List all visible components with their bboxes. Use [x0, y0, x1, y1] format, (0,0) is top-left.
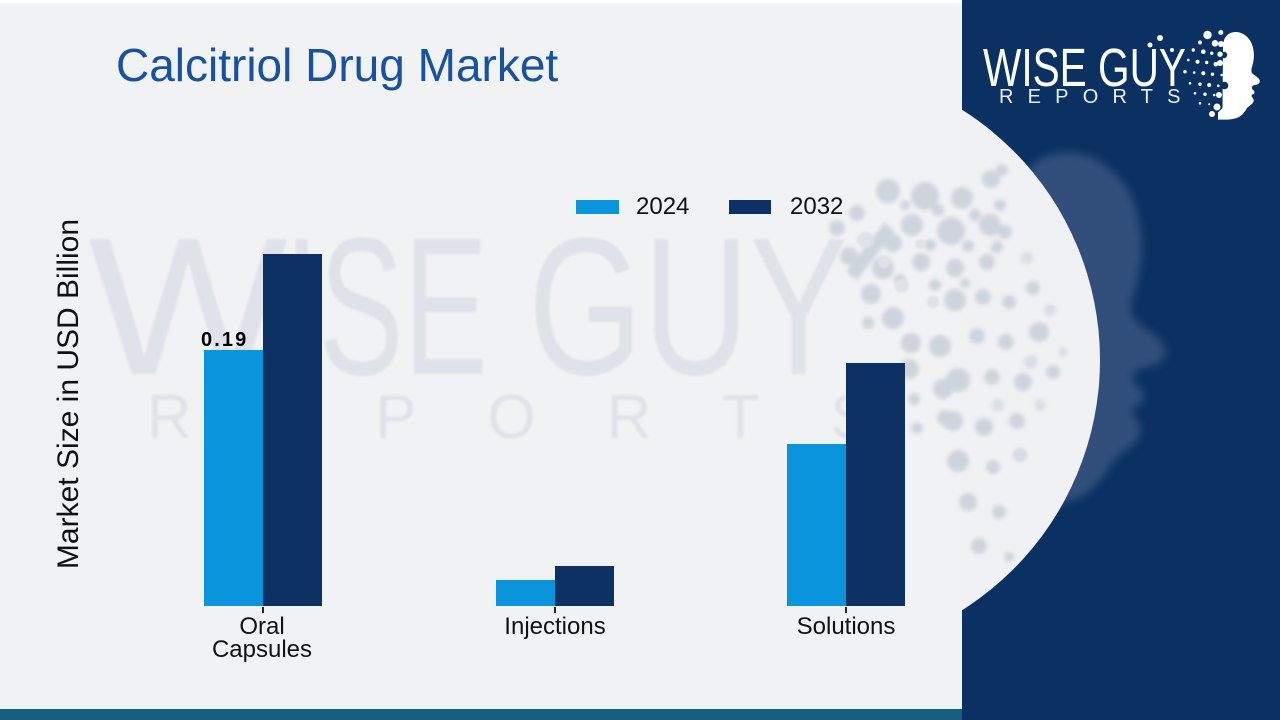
svg-text:WISE GUY: WISE GUY [983, 38, 1186, 98]
svg-text:GUY: GUY [528, 197, 848, 416]
svg-text:REPORTS: REPORTS [999, 86, 1195, 108]
